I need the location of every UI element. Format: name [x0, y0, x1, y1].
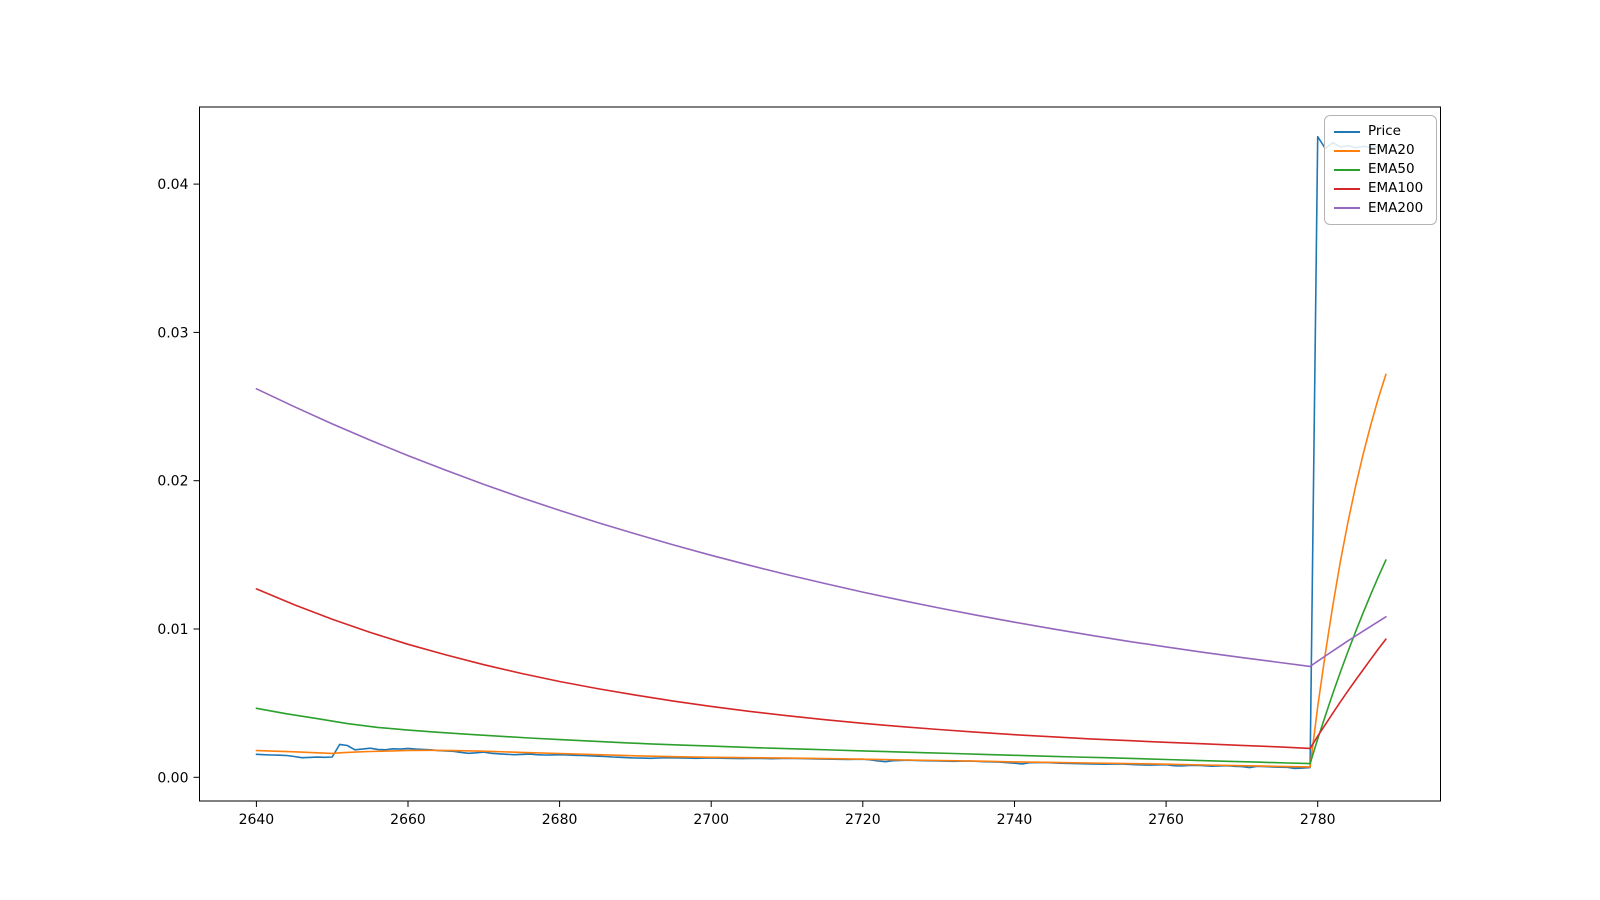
ema50-line-swatch [1334, 168, 1360, 171]
y-tick-label: 0.04 [157, 177, 188, 193]
legend-item-ema20: EMA20 [1334, 141, 1427, 160]
legend-label-ema200: EMA200 [1368, 199, 1424, 216]
y-tick-label: 0.02 [157, 474, 188, 490]
ema100-line-swatch [1334, 188, 1360, 191]
legend-label-ema20: EMA20 [1368, 142, 1415, 159]
y-tick-label: 0.03 [157, 325, 188, 341]
ema200-line-swatch [1334, 207, 1360, 210]
price-line [255, 135, 1387, 770]
x-tick-label: 2780 [1300, 812, 1336, 828]
x-tick-label: 2640 [239, 812, 275, 828]
legend-item-ema50: EMA50 [1334, 160, 1427, 179]
ema200-line [255, 387, 1387, 668]
legend-item-ema100: EMA100 [1334, 180, 1427, 199]
price-line-swatch [1334, 130, 1360, 133]
ema20-line-swatch [1334, 149, 1360, 152]
x-tick-label: 2740 [997, 812, 1033, 828]
x-tick-label: 2760 [1148, 812, 1184, 828]
legend-label-price: Price [1368, 122, 1401, 139]
legend: Price EMA20 EMA50 EMA100 EMA200 [1324, 115, 1437, 225]
ema50-line [255, 559, 1387, 765]
legend-label-ema50: EMA50 [1368, 161, 1415, 178]
legend-label-ema100: EMA100 [1368, 180, 1424, 197]
y-tick-label: 0.00 [157, 770, 188, 786]
x-tick-label: 2680 [542, 812, 578, 828]
ema100-line [255, 588, 1387, 750]
axes-spines [199, 106, 1441, 802]
x-tick-label: 2720 [845, 812, 881, 828]
x-tick-label: 2700 [693, 812, 729, 828]
x-tick-label: 2660 [390, 812, 426, 828]
ema20-line [255, 373, 1387, 768]
legend-item-ema200: EMA200 [1334, 199, 1427, 218]
y-tick-label: 0.01 [157, 622, 188, 638]
legend-item-price: Price [1334, 122, 1427, 141]
